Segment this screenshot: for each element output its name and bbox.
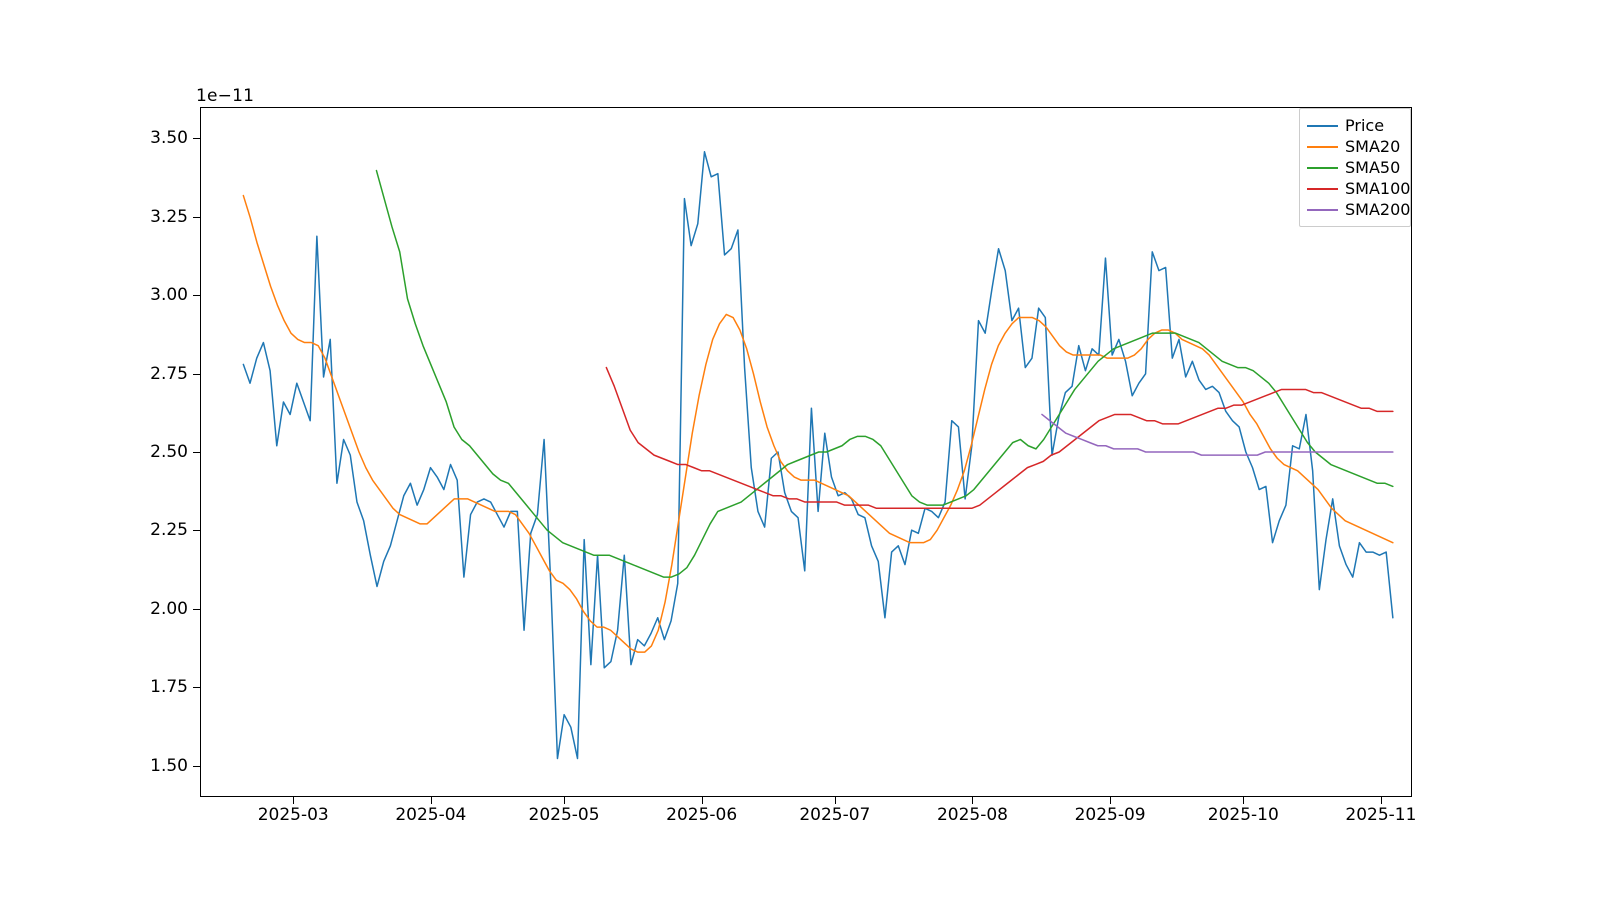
legend-item-sma100[interactable]: SMA100 — [1307, 178, 1410, 199]
y-axis-tick-mark — [193, 295, 200, 297]
x-axis-tick-label: 2025-11 — [1345, 805, 1417, 825]
y-axis-tick-label: 3.25 — [150, 206, 188, 227]
x-axis-tick-mark — [430, 797, 432, 804]
x-axis-tick-label: 2025-03 — [257, 805, 329, 825]
legend-item-sma20[interactable]: SMA20 — [1307, 136, 1403, 157]
series-canvas — [201, 108, 1411, 796]
legend-swatch-sma200 — [1307, 208, 1338, 211]
x-axis-tick-label: 2025-08 — [936, 805, 1008, 825]
legend-label: SMA20 — [1345, 136, 1401, 156]
x-axis-tick-label: 2025-05 — [528, 805, 600, 825]
y-axis-tick-mark — [193, 138, 200, 140]
y-axis-tick-mark — [193, 608, 200, 610]
legend-swatch-sma20 — [1307, 145, 1338, 148]
x-axis-tick-label: 2025-10 — [1207, 805, 1279, 825]
y-axis-offset-text: 1e−11 — [196, 86, 255, 106]
y-axis-tick-mark — [193, 373, 200, 375]
legend-swatch-sma50 — [1307, 166, 1338, 169]
legend: Price SMA20 SMA50 SMA100 SMA200 — [1299, 108, 1411, 227]
plot-area — [200, 107, 1412, 797]
x-axis-tick-mark — [1243, 797, 1245, 804]
x-axis-tick-mark — [972, 797, 974, 804]
series-line-sma20 — [243, 196, 1393, 653]
x-axis-tick-mark — [1380, 797, 1382, 804]
x-axis-tick-label: 2025-09 — [1074, 805, 1146, 825]
series-line-sma50 — [376, 171, 1392, 578]
y-axis-tick-label: 3.50 — [150, 128, 188, 149]
legend-item-sma200[interactable]: SMA200 — [1307, 199, 1410, 220]
legend-swatch-sma100 — [1307, 187, 1338, 190]
legend-label: SMA100 — [1345, 178, 1411, 198]
y-axis-tick-mark — [193, 687, 200, 689]
legend-label: SMA200 — [1345, 199, 1411, 219]
y-axis-tick-mark — [193, 452, 200, 453]
x-axis-tick-mark — [834, 797, 836, 804]
legend-label: SMA50 — [1345, 157, 1401, 177]
x-axis-tick-label: 2025-06 — [666, 805, 738, 825]
legend-swatch-price — [1307, 124, 1338, 127]
y-axis-tick-label: 2.50 — [150, 442, 188, 462]
x-axis-tick-mark — [1110, 797, 1112, 804]
x-axis-tick-mark — [293, 797, 295, 804]
y-axis-tick-mark — [193, 765, 200, 767]
x-axis-tick-mark — [564, 797, 566, 804]
y-axis-tick-label: 2.25 — [150, 520, 188, 541]
x-axis-tick-mark — [701, 797, 703, 804]
legend-label: Price — [1345, 115, 1385, 135]
series-line-sma100 — [606, 368, 1393, 509]
series-line-sma200 — [1042, 414, 1393, 455]
legend-item-sma50[interactable]: SMA50 — [1307, 157, 1403, 178]
x-axis-tick-label: 2025-04 — [395, 805, 467, 825]
y-axis-tick-label: 3.00 — [150, 285, 188, 306]
y-axis-tick-label: 1.75 — [150, 677, 188, 698]
y-axis-tick-label: 2.75 — [150, 363, 188, 384]
x-axis-tick-label: 2025-07 — [799, 805, 871, 825]
y-axis-tick-mark — [193, 216, 200, 218]
y-axis-tick-label: 2.00 — [150, 598, 188, 619]
y-axis-tick-mark — [193, 530, 200, 532]
series-line-price — [243, 152, 1393, 759]
y-axis-tick-label: 1.50 — [150, 755, 188, 776]
legend-item-price[interactable]: Price — [1307, 115, 1403, 136]
